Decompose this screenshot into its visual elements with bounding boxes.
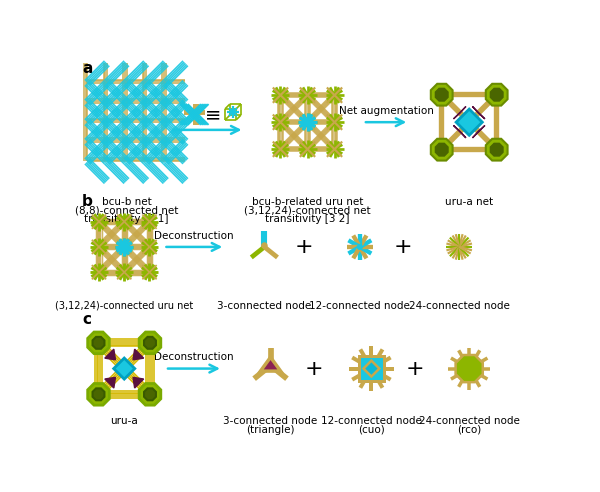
Text: Net augmentation: Net augmentation (338, 106, 433, 116)
Text: 3-connected node: 3-connected node (217, 301, 311, 311)
Polygon shape (260, 357, 281, 371)
Polygon shape (486, 139, 508, 160)
Polygon shape (454, 106, 466, 119)
Polygon shape (456, 109, 482, 135)
Polygon shape (431, 84, 452, 106)
Text: (8,8)-connected net: (8,8)-connected net (75, 205, 178, 215)
Text: b: b (82, 194, 93, 209)
Polygon shape (472, 125, 485, 138)
Polygon shape (456, 355, 482, 382)
Polygon shape (88, 332, 109, 354)
Polygon shape (486, 84, 508, 106)
Polygon shape (431, 139, 452, 160)
Text: 24-connected node: 24-connected node (409, 301, 509, 311)
Polygon shape (105, 349, 115, 360)
Polygon shape (472, 106, 485, 119)
Text: 24-connected node: 24-connected node (419, 416, 520, 427)
Polygon shape (139, 384, 161, 405)
Text: (3,12,24)-connected uru net: (3,12,24)-connected uru net (55, 301, 193, 311)
Polygon shape (456, 355, 482, 382)
Polygon shape (133, 377, 143, 388)
Text: 3-connected node: 3-connected node (223, 416, 317, 427)
Polygon shape (436, 143, 448, 156)
Text: 12-connected node: 12-connected node (310, 301, 410, 311)
Text: +: + (295, 237, 314, 257)
Text: bcu-b net: bcu-b net (101, 197, 151, 207)
Polygon shape (92, 388, 104, 400)
Polygon shape (460, 359, 478, 378)
Polygon shape (139, 332, 161, 354)
Polygon shape (92, 337, 104, 349)
Polygon shape (364, 361, 379, 376)
Text: bcu-b-related uru net: bcu-b-related uru net (252, 197, 363, 207)
Polygon shape (490, 89, 503, 101)
Circle shape (262, 243, 267, 248)
Text: +: + (394, 237, 412, 257)
Text: transitivity [2 1]: transitivity [2 1] (85, 214, 169, 224)
Polygon shape (114, 358, 135, 379)
Text: a: a (82, 62, 92, 76)
Polygon shape (436, 89, 448, 101)
Text: transitivity [3 2]: transitivity [3 2] (265, 214, 350, 224)
Text: (triangle): (triangle) (246, 425, 295, 435)
Text: +: + (304, 359, 323, 378)
Polygon shape (105, 377, 115, 388)
Bar (359, 356, 383, 381)
Text: (3,12,24)-connected net: (3,12,24)-connected net (244, 205, 371, 215)
Polygon shape (144, 388, 156, 400)
Text: (cuo): (cuo) (358, 425, 385, 435)
Text: 12-connected node: 12-connected node (321, 416, 422, 427)
Text: uru-a: uru-a (110, 416, 138, 427)
Circle shape (358, 245, 362, 249)
Polygon shape (88, 384, 109, 405)
Polygon shape (144, 337, 156, 349)
Text: Deconstruction: Deconstruction (154, 352, 234, 363)
Text: Deconstruction: Deconstruction (154, 231, 234, 241)
Text: (rco): (rco) (457, 425, 481, 435)
Polygon shape (133, 349, 143, 360)
Polygon shape (490, 143, 503, 156)
Text: ≡: ≡ (205, 105, 221, 124)
Text: +: + (406, 359, 425, 378)
Polygon shape (454, 125, 466, 138)
Text: uru-a net: uru-a net (445, 197, 493, 207)
Text: c: c (82, 311, 91, 327)
